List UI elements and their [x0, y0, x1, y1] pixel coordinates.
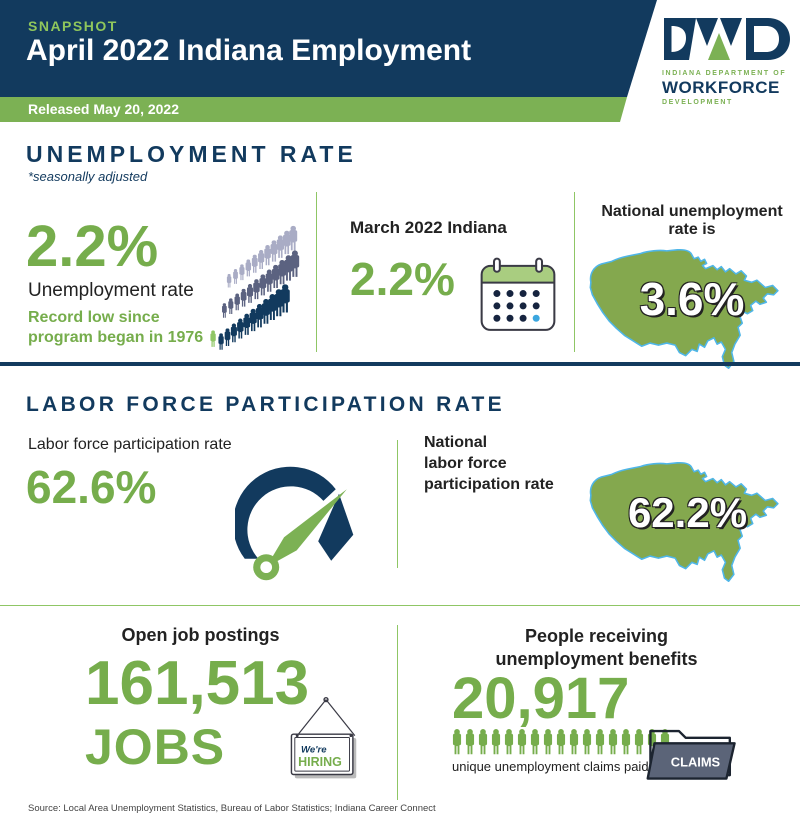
- svg-text:We're: We're: [301, 744, 327, 755]
- svg-text:HIRING: HIRING: [298, 755, 342, 769]
- svg-text:CLAIMS: CLAIMS: [671, 754, 721, 769]
